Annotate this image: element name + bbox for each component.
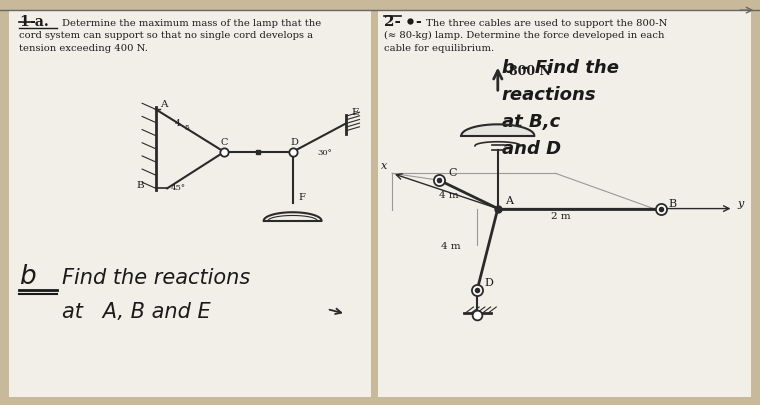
Text: 2 m: 2 m bbox=[551, 212, 571, 221]
Text: b: b bbox=[19, 264, 36, 290]
Text: tension exceeding 400 N.: tension exceeding 400 N. bbox=[19, 44, 148, 53]
Text: 45°: 45° bbox=[171, 184, 186, 192]
Text: A: A bbox=[160, 100, 167, 109]
Text: A: A bbox=[505, 196, 514, 206]
Text: cord system can support so that no single cord develops a: cord system can support so that no singl… bbox=[19, 32, 313, 40]
Text: 800 N: 800 N bbox=[509, 65, 551, 78]
Text: C: C bbox=[448, 168, 457, 178]
Text: y: y bbox=[737, 198, 743, 209]
Text: and D: and D bbox=[502, 140, 561, 158]
Text: C: C bbox=[220, 138, 228, 147]
Text: -: - bbox=[416, 15, 422, 29]
Text: 5: 5 bbox=[185, 124, 189, 132]
FancyBboxPatch shape bbox=[9, 10, 371, 397]
Polygon shape bbox=[461, 124, 534, 136]
Text: (≈ 80-kg) lamp. Determine the force developed in each: (≈ 80-kg) lamp. Determine the force deve… bbox=[384, 31, 664, 40]
Text: 4: 4 bbox=[175, 119, 181, 128]
Text: Find the reactions: Find the reactions bbox=[62, 267, 251, 288]
Text: Determine the maximum mass of the lamp that the: Determine the maximum mass of the lamp t… bbox=[62, 19, 321, 28]
Text: at B,c: at B,c bbox=[502, 113, 560, 131]
Text: b - Find the: b - Find the bbox=[502, 59, 619, 77]
Text: D: D bbox=[290, 138, 298, 147]
Text: 4 m: 4 m bbox=[439, 192, 458, 200]
Text: The three cables are used to support the 800-N: The three cables are used to support the… bbox=[426, 19, 667, 28]
Text: at   A, B and E: at A, B and E bbox=[62, 302, 211, 322]
Text: F: F bbox=[299, 194, 306, 202]
Text: B: B bbox=[669, 198, 677, 209]
Text: D: D bbox=[485, 278, 494, 288]
Text: 1: 1 bbox=[19, 15, 29, 29]
Text: B: B bbox=[137, 181, 144, 190]
Text: x: x bbox=[381, 161, 387, 171]
Text: cable for equilibrium.: cable for equilibrium. bbox=[384, 44, 494, 53]
Text: 4 m: 4 m bbox=[441, 242, 461, 251]
Text: E: E bbox=[352, 108, 359, 117]
Text: reactions: reactions bbox=[502, 86, 597, 104]
FancyBboxPatch shape bbox=[378, 10, 751, 397]
Text: -a.: -a. bbox=[29, 15, 49, 29]
Text: 2-: 2- bbox=[384, 15, 401, 29]
Text: 30°: 30° bbox=[317, 149, 331, 157]
